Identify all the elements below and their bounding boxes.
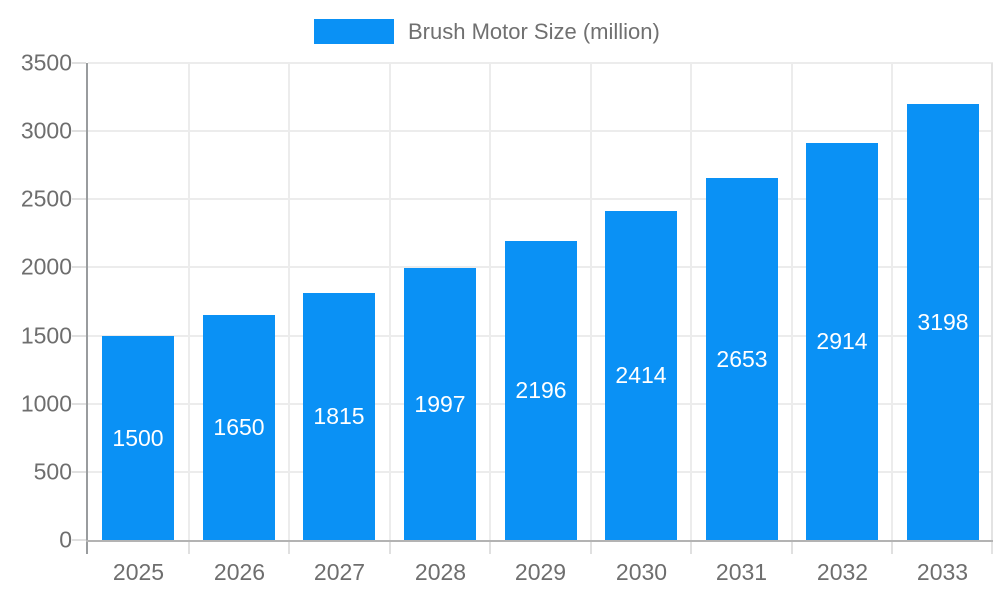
x-axis-tick <box>590 542 592 554</box>
y-axis-tick <box>72 198 86 200</box>
x-axis-tick <box>489 542 491 554</box>
bar-value-label: 2653 <box>716 345 768 372</box>
x-axis-tick <box>891 542 893 554</box>
bar-value-label: 2414 <box>615 362 667 388</box>
bar-2026[interactable]: 1650 <box>203 315 275 540</box>
y-axis-line <box>86 63 88 554</box>
bar-2030[interactable]: 2414 <box>605 211 677 540</box>
x-axis-tick-label: 2033 <box>916 559 969 585</box>
y-axis-tick-label: 2000 <box>20 253 72 280</box>
bar-2033[interactable]: 3198 <box>907 104 979 540</box>
bar-2032[interactable]: 2914 <box>806 143 878 540</box>
y-axis-tick <box>72 539 86 541</box>
y-axis-tick-label: 1500 <box>20 322 72 349</box>
x-axis-tick-label: 2029 <box>514 559 567 585</box>
y-axis-tick <box>72 471 86 473</box>
bar-value-label: 1997 <box>414 390 466 417</box>
x-axis-tick-label: 2032 <box>816 559 869 585</box>
x-axis-line <box>86 540 993 542</box>
grid-line-vertical <box>489 63 491 540</box>
bar-2031[interactable]: 2653 <box>706 178 778 540</box>
grid-line-vertical <box>288 63 290 540</box>
y-axis-tick-label: 2500 <box>20 185 72 212</box>
y-axis-tick-label: 0 <box>59 526 72 553</box>
y-axis-tick <box>72 266 86 268</box>
bar-2025[interactable]: 1500 <box>102 336 174 540</box>
y-axis-tick <box>72 403 86 405</box>
x-axis-tick <box>791 542 793 554</box>
grid-line-vertical <box>389 63 391 540</box>
x-axis-tick-label: 2030 <box>615 559 668 585</box>
grid-line-horizontal <box>88 130 993 132</box>
grid-line-vertical <box>690 63 692 540</box>
legend[interactable]: Brush Motor Size (million) <box>314 19 660 44</box>
y-axis-tick-label: 3500 <box>20 49 72 76</box>
x-axis-tick <box>288 542 290 554</box>
y-axis-tick <box>72 130 86 132</box>
bar-value-label: 3198 <box>917 308 969 335</box>
y-axis-tick-label: 500 <box>33 458 72 485</box>
x-axis-tick-label: 2031 <box>715 559 768 585</box>
grid-line-vertical <box>791 63 793 540</box>
grid-line-horizontal <box>88 62 993 64</box>
x-axis-tick-label: 2027 <box>313 559 366 585</box>
legend-swatch <box>314 19 394 44</box>
bar-2027[interactable]: 1815 <box>303 293 375 540</box>
x-axis-tick-label: 2028 <box>414 559 467 585</box>
grid-line-vertical <box>891 63 893 540</box>
y-axis-tick-label: 3000 <box>20 117 72 144</box>
bar-value-label: 1500 <box>112 424 164 451</box>
bar-value-label: 1815 <box>313 403 365 429</box>
y-axis-tick <box>72 62 86 64</box>
bar-2029[interactable]: 2196 <box>505 241 577 540</box>
bar-value-label: 1650 <box>213 414 265 440</box>
bar-2028[interactable]: 1997 <box>404 268 476 540</box>
x-axis-tick <box>188 542 190 554</box>
bar-value-label: 2914 <box>816 328 868 354</box>
grid-line-vertical <box>590 63 592 540</box>
x-axis-tick-label: 2026 <box>213 559 266 585</box>
grid-line-horizontal <box>88 198 993 200</box>
plot-right-border <box>991 63 993 554</box>
x-axis-tick <box>690 542 692 554</box>
bar-value-label: 2196 <box>515 377 567 403</box>
x-axis-tick <box>389 542 391 554</box>
x-axis-tick-label: 2025 <box>112 559 165 585</box>
y-axis-tick <box>72 335 86 337</box>
legend-label: Brush Motor Size (million) <box>408 18 660 44</box>
y-axis-tick-label: 1000 <box>20 390 72 417</box>
grid-line-vertical <box>188 63 190 540</box>
